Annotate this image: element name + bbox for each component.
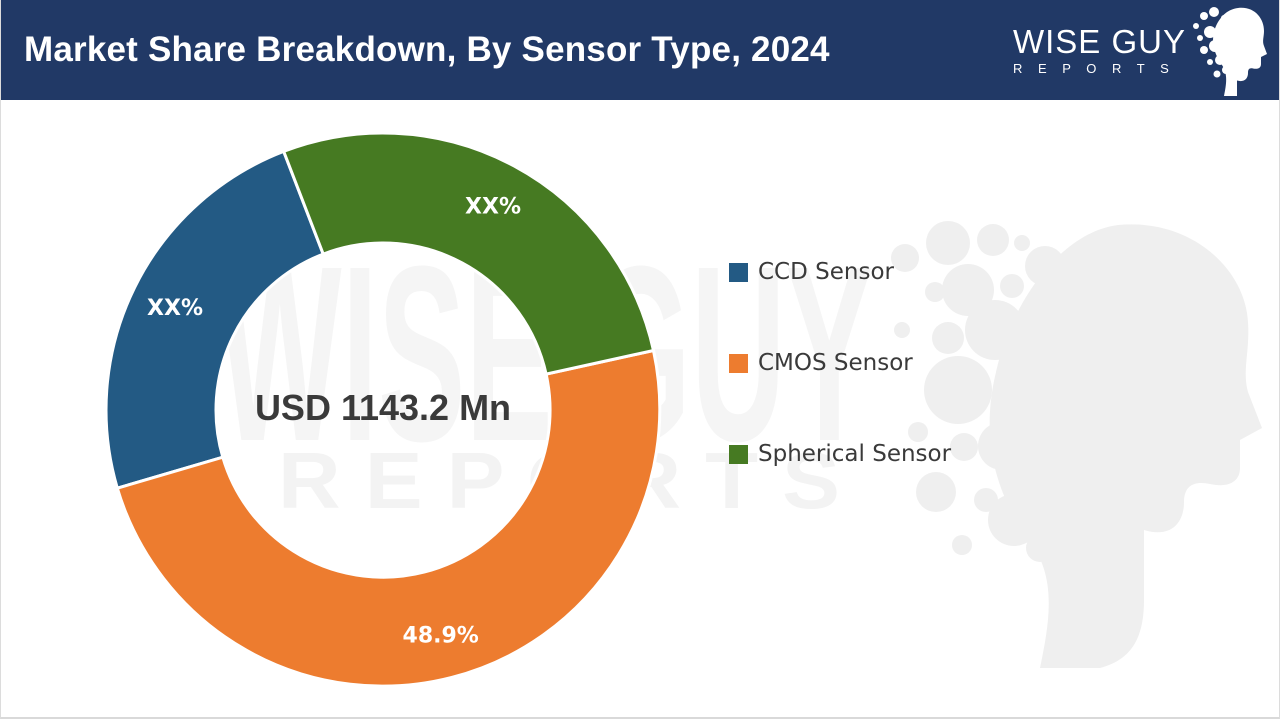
slice-label-cmos-sensor: 48.9% <box>403 624 479 649</box>
watermark-face <box>989 224 1262 668</box>
page-title: Market Share Breakdown, By Sensor Type, … <box>24 30 830 69</box>
slice-label-ccd-sensor: XX% <box>147 296 203 321</box>
donut-center-value: USD 1143.2 Mn <box>254 387 512 428</box>
legend-swatch-ccd <box>729 262 748 282</box>
legend-swatch-cmos <box>729 353 748 373</box>
donut-segment-cmos-sensor <box>115 348 662 688</box>
donut-segment-spherical-sensor <box>281 131 656 376</box>
legend-swatch-spherical <box>729 444 748 464</box>
legend-label-spherical: Spherical Sensor <box>758 441 952 467</box>
donut-segment-ccd-sensor <box>104 149 326 491</box>
brand-wordmark-reports: R E P O R T S <box>1012 60 1175 76</box>
watermark-head-dots <box>891 221 1262 668</box>
legend-label-ccd: CCD Sensor <box>758 259 894 285</box>
legend-item-cmos-sensor: CMOS Sensor <box>729 350 951 376</box>
slice-label-spherical-sensor: XX% <box>465 195 521 220</box>
legend-label-cmos: CMOS Sensor <box>758 350 913 376</box>
legend-item-spherical-sensor: Spherical Sensor <box>729 441 952 467</box>
brand-wordmark: WISE GUY R E P O R T S <box>1013 25 1186 76</box>
legend-item-ccd-sensor: CCD Sensor <box>729 259 951 285</box>
header-bar: Market Share Breakdown, By Sensor Type, … <box>0 0 1280 100</box>
brand-logo: WISE GUY R E P O R T S <box>1013 0 1268 100</box>
chart-legend: CCD Sensor CMOS Sensor Spherical Sensor <box>729 259 952 533</box>
brand-wordmark-wiseguy: WISE GUY <box>1012 22 1186 60</box>
brand-head-icon <box>1193 7 1267 96</box>
